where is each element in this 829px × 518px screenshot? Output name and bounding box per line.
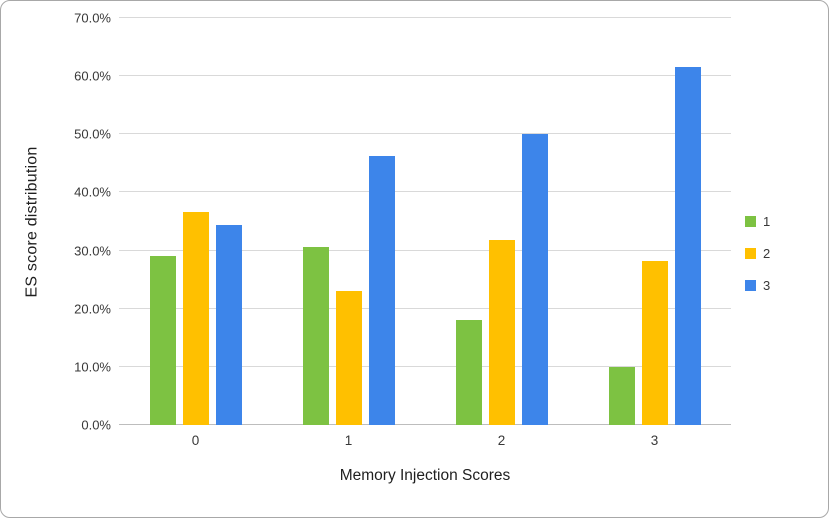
- y-tick-label: 50.0%: [74, 126, 111, 142]
- bar-series-1-category-1: [302, 246, 329, 425]
- plot-area: [119, 17, 731, 425]
- legend-item-2: 2: [745, 246, 770, 261]
- bar-series-2-category-2: [488, 240, 515, 425]
- legend-label: 3: [763, 278, 771, 293]
- gridline: [119, 249, 731, 251]
- bar-series-3-category-2: [521, 134, 548, 425]
- bar-series-3-category-3: [674, 66, 701, 425]
- gridline: [119, 133, 731, 135]
- gridline: [119, 191, 731, 193]
- x-axis-line: [119, 424, 731, 425]
- x-tick-label: 3: [650, 433, 659, 448]
- bar-series-2-category-0: [182, 211, 209, 425]
- legend-item-3: 3: [745, 278, 770, 293]
- bar-group-2: [425, 18, 578, 425]
- legend-swatch: [745, 216, 756, 227]
- legend-item-1: 1: [745, 214, 770, 229]
- x-tick-label: 0: [191, 433, 200, 448]
- gridline: [119, 365, 731, 367]
- y-tick-label: 60.0%: [74, 68, 111, 84]
- gridline: [119, 17, 731, 18]
- x-axis-title: Memory Injection Scores: [339, 467, 511, 484]
- bar-series-1-category-2: [455, 320, 482, 425]
- legend-swatch: [745, 248, 756, 259]
- y-axis-tick-labels: 0.0% 10.0% 20.0% 30.0% 40.0% 50.0% 60.0% 70.0%: [1, 11, 111, 433]
- y-tick-label: 70.0%: [74, 10, 111, 26]
- x-tick-label: 2: [497, 433, 506, 448]
- gridline: [119, 75, 731, 77]
- bar-series-1-category-3: [608, 366, 635, 425]
- bar-series-1-category-0: [149, 256, 176, 425]
- x-axis-tick-labels: 0 1 2 3: [119, 433, 731, 448]
- bar-series-2-category-1: [335, 291, 362, 425]
- bar-group-1: [272, 18, 425, 425]
- y-tick-label: 10.0%: [74, 359, 111, 375]
- bar-group-0: [119, 18, 272, 425]
- legend-label: 1: [763, 214, 771, 229]
- bar-group-3: [578, 18, 731, 425]
- x-tick-label: 1: [344, 433, 353, 448]
- legend: 1 2 3: [745, 214, 770, 293]
- y-tick-label: 0.0%: [81, 417, 111, 433]
- legend-swatch: [745, 280, 756, 291]
- gridline: [119, 307, 731, 309]
- bar-series-3-category-1: [368, 156, 395, 425]
- y-tick-label: 30.0%: [74, 243, 111, 259]
- bars-row: [119, 18, 731, 425]
- bar-series-3-category-0: [215, 225, 242, 425]
- legend-label: 2: [763, 246, 771, 261]
- y-tick-label: 40.0%: [74, 184, 111, 200]
- bar-series-2-category-3: [641, 261, 668, 425]
- gridlines: [119, 17, 731, 425]
- y-tick-label: 20.0%: [74, 301, 111, 317]
